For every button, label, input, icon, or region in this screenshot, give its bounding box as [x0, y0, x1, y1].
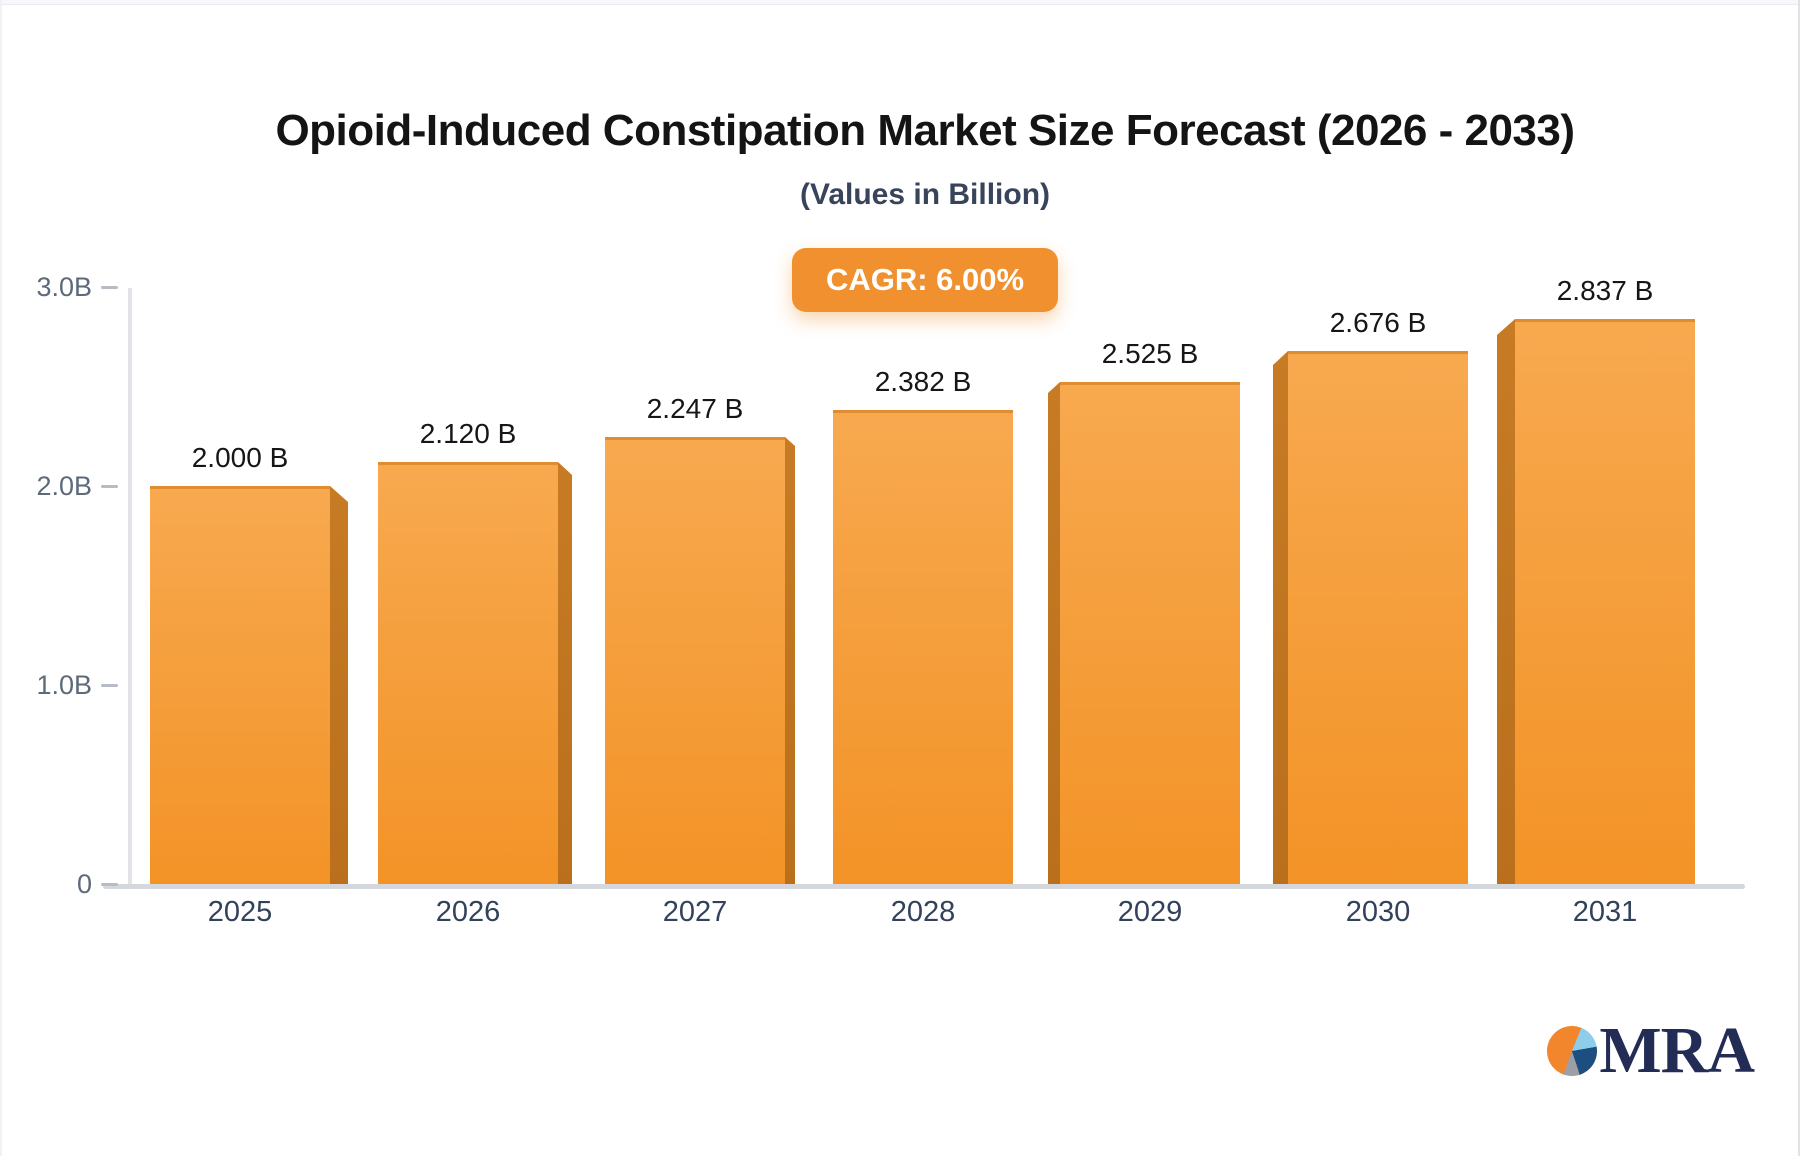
x-tick-label-2028: 2028 [890, 896, 956, 928]
chart-header: Opioid-Induced Constipation Market Size … [105, 0, 1745, 312]
bar-value-label-2030: 2.676 B [1329, 307, 1427, 338]
bar-2027 [605, 437, 785, 884]
bar-value-label-2025: 2.000 B [191, 442, 289, 473]
cagr-badge: CAGR: 6.00% [791, 248, 1059, 312]
x-tick-label-2025: 2025 [207, 896, 273, 928]
bar-3d-side-2031 [1497, 319, 1515, 884]
bar-3d-side-2026 [558, 462, 572, 884]
logo-text: MRA [1599, 1014, 1755, 1087]
bar-2030 [1288, 351, 1468, 884]
y-tick-mark-2.0B [101, 485, 118, 488]
bar-2026 [378, 462, 558, 884]
y-tick-mark-0 [101, 883, 118, 886]
x-tick-label-2029: 2029 [1117, 896, 1183, 928]
bar-3d-side-2027 [785, 437, 795, 884]
y-tick-label-2.0B: 2.0B [36, 471, 92, 501]
y-tick-label-0: 0 [76, 869, 92, 899]
y-tick-label-3.0B: 3.0B [36, 272, 92, 302]
window-left-edge [0, 0, 2, 1156]
x-tick-label-2027: 2027 [662, 896, 728, 928]
bar-3d-side-2030 [1273, 351, 1288, 884]
bar-2028 [833, 410, 1013, 884]
y-axis-line [128, 288, 132, 884]
chart-subtitle: (Values in Billion) [799, 178, 1051, 211]
y-tick-label-1.0B: 1.0B [36, 670, 92, 700]
y-tick-mark-1.0B [101, 684, 118, 687]
y-tick-mark-3.0B [101, 286, 118, 289]
bar-3d-side-2029 [1048, 382, 1060, 884]
mra-logo: MRA [1547, 1014, 1755, 1087]
bar-2029 [1060, 382, 1240, 884]
bar-value-label-2028: 2.382 B [874, 366, 972, 397]
x-tick-label-2030: 2030 [1345, 896, 1411, 928]
pie-chart-logo-icon [1547, 1026, 1598, 1076]
bar-2031 [1515, 319, 1695, 884]
bar-3d-side-2025 [330, 486, 348, 884]
bar-value-label-2031: 2.837 B [1556, 275, 1654, 306]
window-top-edge [0, 0, 1800, 5]
bar-2025 [150, 486, 330, 884]
x-tick-label-2031: 2031 [1572, 896, 1638, 928]
window-right-edge [1798, 0, 1800, 1156]
x-tick-label-2026: 2026 [435, 896, 501, 928]
chart-title: Opioid-Induced Constipation Market Size … [275, 106, 1575, 155]
bar-value-label-2026: 2.120 B [419, 418, 517, 449]
bar-value-label-2029: 2.525 B [1101, 338, 1199, 369]
bar-value-label-2027: 2.247 B [646, 393, 744, 424]
cagr-badge-row: CAGR: 6.00% [105, 248, 1745, 312]
x-axis-baseline [103, 884, 1745, 889]
